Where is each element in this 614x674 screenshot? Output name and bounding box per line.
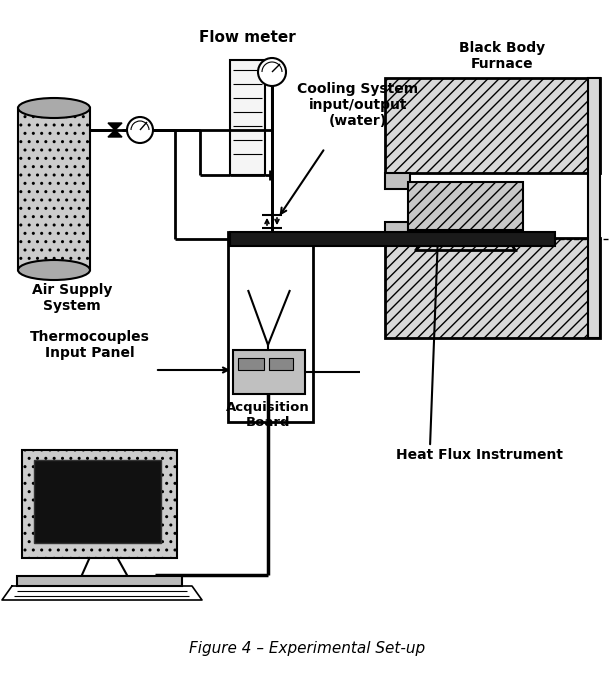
Bar — [233, 350, 305, 394]
Bar — [238, 358, 264, 370]
Bar — [18, 108, 90, 270]
Bar — [230, 232, 555, 246]
Text: Black Body
Furnace: Black Body Furnace — [459, 41, 546, 71]
Text: Cooling System
input/output
(water): Cooling System input/output (water) — [297, 82, 419, 128]
Circle shape — [127, 117, 153, 143]
Text: Thermocouples
Input Panel: Thermocouples Input Panel — [30, 330, 150, 360]
Bar — [588, 78, 600, 338]
Bar — [22, 450, 177, 558]
Bar — [385, 222, 410, 238]
Text: Flow meter: Flow meter — [199, 30, 296, 46]
Bar — [228, 232, 313, 422]
Text: Air Supply
System: Air Supply System — [32, 283, 112, 313]
Bar — [34, 460, 161, 543]
Bar — [385, 173, 410, 189]
Bar — [17, 576, 182, 586]
Bar — [408, 182, 523, 230]
Ellipse shape — [18, 98, 90, 118]
Bar — [230, 60, 265, 175]
Polygon shape — [108, 123, 122, 137]
Text: Acquisition
Board: Acquisition Board — [226, 401, 310, 429]
Bar — [385, 238, 600, 338]
Text: Heat Flux Instrument: Heat Flux Instrument — [397, 448, 564, 462]
Ellipse shape — [18, 260, 90, 280]
Bar — [385, 78, 600, 173]
Circle shape — [258, 58, 286, 86]
Text: Figure 4 – Experimental Set-up: Figure 4 – Experimental Set-up — [189, 640, 425, 656]
Bar — [269, 358, 293, 370]
